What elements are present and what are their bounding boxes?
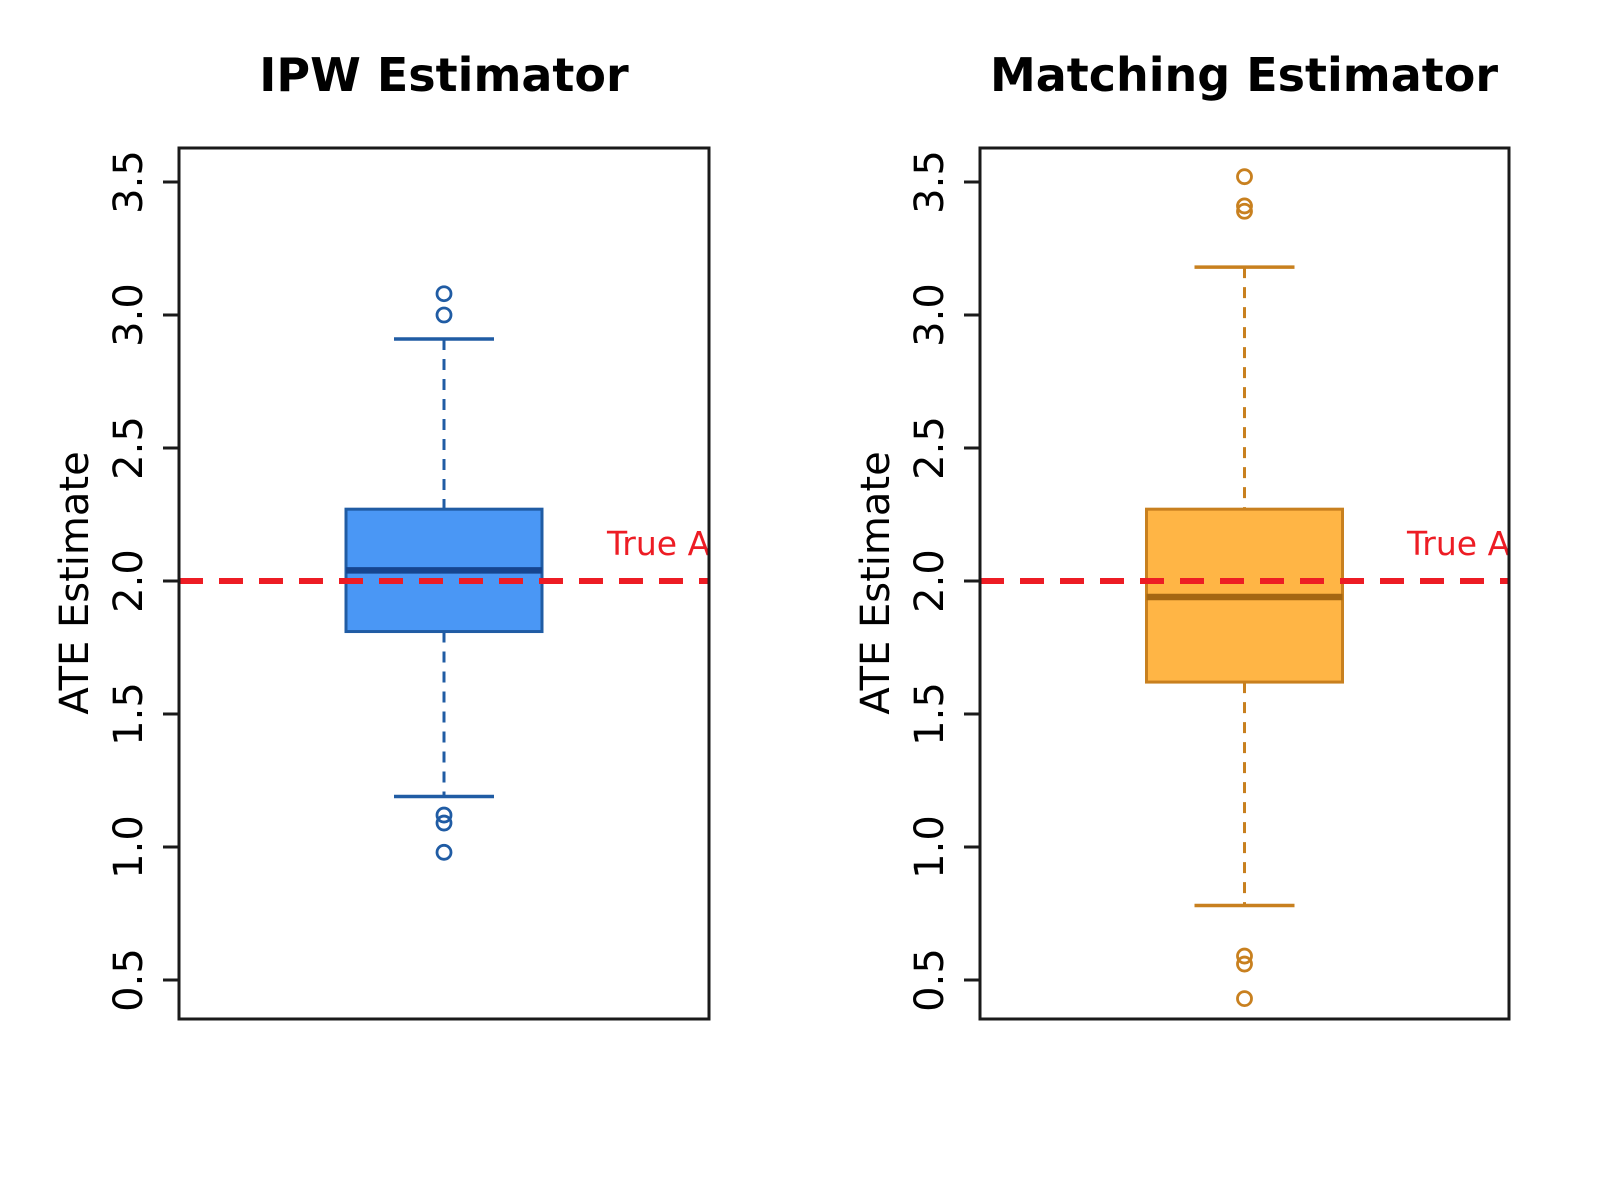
outlier-point [1236, 202, 1253, 220]
outlier-point [435, 285, 453, 303]
y-tick-label: 1.5 [106, 682, 152, 746]
boxplot-panel-1: 0.5 1.0 1.5 2.0 2.5 3.0 3.5 True ATE [907, 146, 1549, 1021]
plot-frame [177, 146, 711, 1021]
y-tick-label: 3.5 [907, 150, 953, 214]
y-tick-label: 2.5 [907, 416, 953, 480]
y-tick-label: 1.0 [106, 815, 152, 879]
outlier-point [435, 814, 453, 832]
y-tick-label: 2.0 [907, 549, 953, 613]
y-tick-label: 0.5 [907, 948, 953, 1012]
y-tick-label: 3.0 [907, 283, 953, 347]
outlier-point [1236, 955, 1253, 973]
outlier-point [435, 806, 453, 824]
y-tick-label: 3.5 [106, 150, 152, 214]
outlier-point [435, 306, 453, 324]
y-tick-label: 1.0 [907, 815, 953, 879]
y-tick-label: 3.0 [106, 283, 152, 347]
outlier-point [1236, 947, 1253, 965]
y-tick-label: 1.5 [907, 682, 953, 746]
y-tick-label: 0.5 [106, 948, 152, 1012]
true-ate-label: True ATE [1406, 524, 1549, 563]
panel-title-matching: Matching Estimator [989, 48, 1499, 102]
outlier-point [1236, 990, 1253, 1008]
panel-title-ipw: IPW Estimator [259, 48, 629, 102]
reference-group: True ATE [179, 524, 749, 584]
outlier-point [1236, 168, 1253, 186]
outlier-point [435, 843, 453, 861]
boxplot-panel-0: 0.5 1.0 1.5 2.0 2.5 3.0 3.5 True ATE [106, 146, 749, 1021]
y-tick-label: 2.5 [106, 416, 152, 480]
y-tick-label: 2.0 [106, 549, 152, 613]
true-ate-label: True ATE [606, 524, 749, 563]
plot-frame [978, 146, 1511, 1021]
outlier-point [1236, 197, 1253, 215]
reference-group: True ATE [980, 524, 1549, 584]
